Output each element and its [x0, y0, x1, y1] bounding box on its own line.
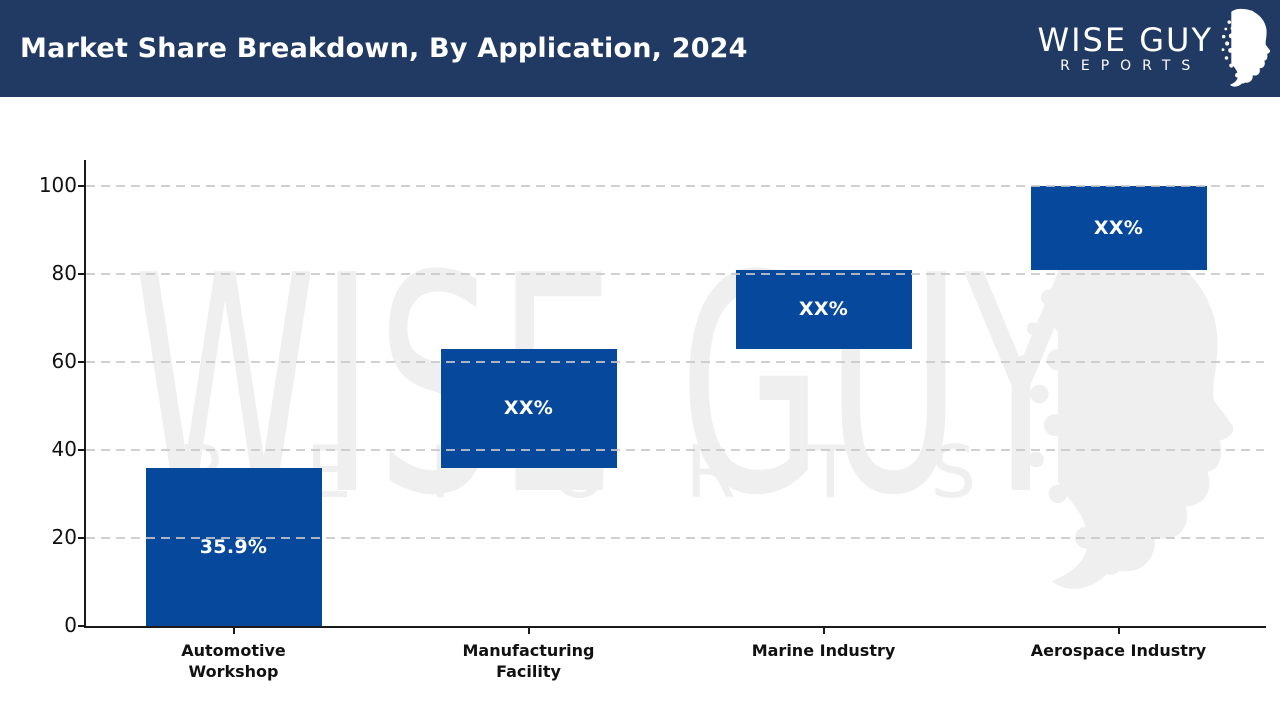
gridline [86, 449, 1264, 451]
y-tick-label: 20 [51, 525, 77, 549]
y-tick-mark [78, 449, 86, 451]
y-tick-label: 40 [51, 437, 77, 461]
x-tick-label: Marine Industry [676, 640, 971, 661]
bar-automotive-workshop: 35.9% [145, 468, 322, 626]
x-tick-mark [232, 627, 235, 634]
y-tick-mark [78, 537, 86, 539]
y-tick-label: 80 [51, 261, 77, 285]
x-tick-label-line: Aerospace Industry [1030, 641, 1207, 660]
y-tick-mark [78, 185, 86, 187]
x-tick-label-line: Workshop [188, 662, 279, 681]
x-tick-mark [822, 627, 825, 634]
y-axis-spine [84, 160, 86, 628]
bar-value-label: XX% [503, 397, 554, 420]
bar-marine-industry: XX% [735, 269, 912, 349]
x-tick-label: Manufacturing Facility [381, 640, 676, 682]
x-tick-label-line: Automotive [181, 641, 286, 660]
bar-aerospace-industry: XX% [1030, 186, 1207, 270]
page-title: Market Share Breakdown, By Application, … [20, 33, 748, 64]
y-tick-mark [78, 625, 86, 627]
wiseguy-head-watermark [930, 232, 1242, 606]
y-tick-mark [78, 273, 86, 275]
x-tick-label: Automotive Workshop [86, 640, 381, 682]
x-tick-label-line: Manufacturing [462, 641, 595, 660]
bar-value-label: XX% [798, 298, 849, 321]
gridline [86, 361, 1264, 363]
wiseguy-logo: WISE GUY REPORTS [1037, 5, 1272, 93]
y-tick-label: 100 [38, 173, 77, 197]
x-tick-mark [1117, 627, 1120, 634]
x-tick-label-line: Facility [496, 662, 561, 681]
gridline [86, 185, 1264, 187]
wiseguy-logo-subname: REPORTS [1060, 58, 1202, 75]
bar-value-label: 35.9% [199, 536, 268, 558]
y-tick-label: 60 [51, 349, 77, 373]
x-tick-mark [527, 627, 530, 634]
header: Market Share Breakdown, By Application, … [0, 0, 1280, 97]
wiseguy-logo-text: WISE GUY REPORTS [1037, 20, 1213, 75]
gridline [86, 273, 1264, 275]
x-axis-spine [84, 626, 1266, 628]
y-tick-mark [78, 361, 86, 363]
wiseguy-logo-name: WISE GUY [1037, 20, 1213, 59]
bar-manufacturing-facility: XX% [440, 348, 617, 469]
bar-value-label: XX% [1093, 216, 1144, 239]
x-tick-label: Aerospace Industry [971, 640, 1266, 661]
chart-area: WISE GUY REPORTS 0 20 40 60 80 100 35.9% Automo… [0, 97, 1280, 720]
gridline [86, 537, 1264, 539]
y-tick-label: 0 [64, 613, 77, 637]
x-tick-label-line: Marine Industry [751, 641, 896, 660]
